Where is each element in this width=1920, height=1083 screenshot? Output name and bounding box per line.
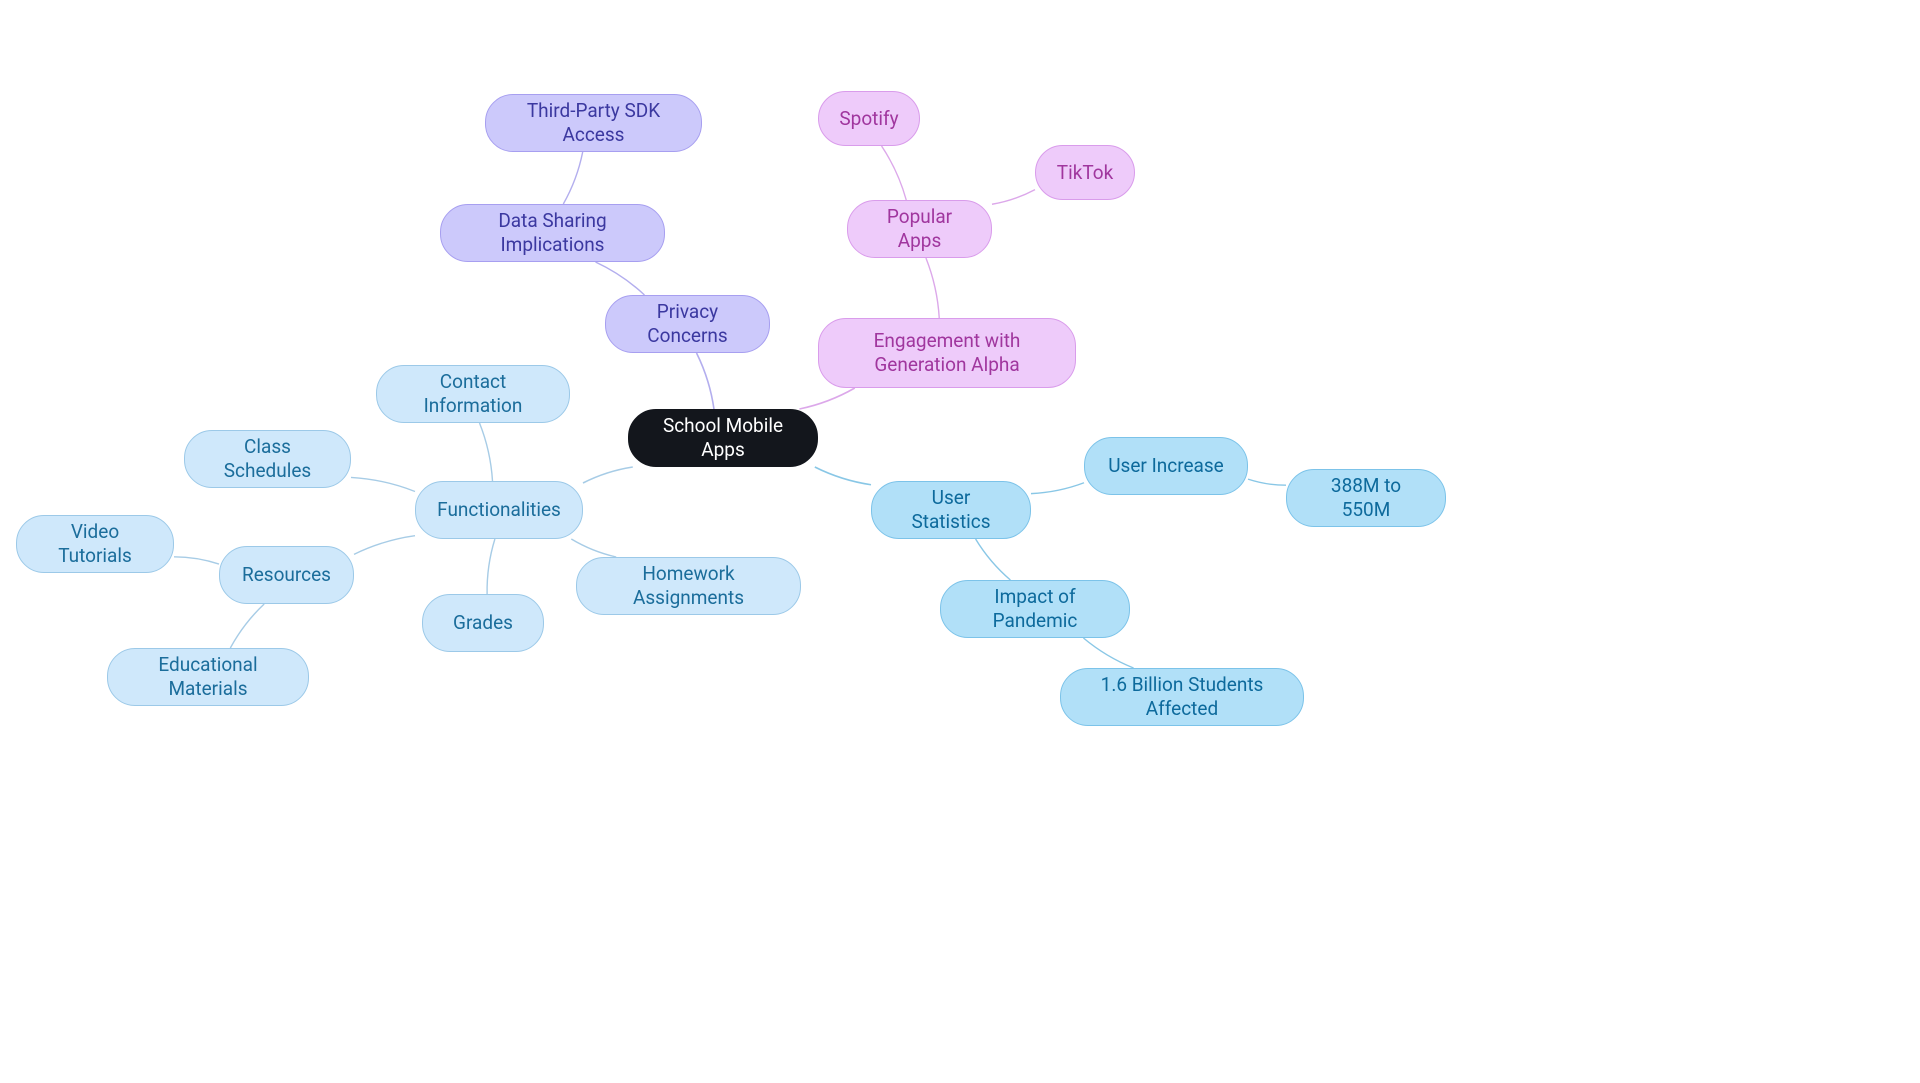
node-label: Privacy Concerns	[624, 300, 751, 348]
edge	[1248, 479, 1286, 485]
mindmap-node: Engagement with Generation Alpha	[818, 318, 1076, 388]
edge	[174, 557, 219, 564]
node-label: Grades	[453, 611, 513, 635]
node-label: User Increase	[1108, 454, 1224, 478]
mindmap-node: Impact of Pandemic	[940, 580, 1130, 638]
mindmap-node: Resources	[219, 546, 354, 604]
edge	[926, 258, 939, 318]
node-label: Educational Materials	[126, 653, 290, 701]
node-label: Spotify	[839, 107, 898, 131]
edge	[976, 539, 1011, 580]
mindmap-node: Class Schedules	[184, 430, 351, 488]
edge	[1083, 638, 1133, 668]
mindmap-node: User Statistics	[871, 481, 1031, 539]
node-label: 1.6 Billion Students Affected	[1079, 673, 1285, 721]
edge	[354, 536, 415, 555]
mindmap-node: Privacy Concerns	[605, 295, 770, 353]
edge	[596, 262, 645, 295]
edge	[563, 152, 582, 204]
mindmap-node: 1.6 Billion Students Affected	[1060, 668, 1304, 726]
node-label: User Statistics	[890, 486, 1012, 534]
mindmap-node: Spotify	[818, 91, 920, 146]
node-label: Contact Information	[395, 370, 551, 418]
node-label: Homework Assignments	[595, 562, 782, 610]
edge	[992, 190, 1035, 205]
edge	[351, 477, 415, 491]
mindmap-node: TikTok	[1035, 145, 1135, 200]
mindmap-node: Video Tutorials	[16, 515, 174, 573]
mindmap-node: 388M to 550M	[1286, 469, 1446, 527]
mindmap-node: Third-Party SDK Access	[485, 94, 702, 152]
mindmap-node: Grades	[422, 594, 544, 652]
mindmap-node: Homework Assignments	[576, 557, 801, 615]
mindmap-node: Functionalities	[415, 481, 583, 539]
node-label: School Mobile Apps	[647, 414, 799, 462]
mindmap-node: School Mobile Apps	[628, 409, 818, 467]
edge	[1031, 483, 1084, 494]
node-label: Class Schedules	[203, 435, 332, 483]
node-label: 388M to 550M	[1305, 474, 1427, 522]
edge	[571, 539, 616, 557]
node-label: Functionalities	[437, 498, 561, 522]
node-label: Data Sharing Implications	[459, 209, 646, 257]
edge	[480, 423, 493, 481]
mindmap-node: Contact Information	[376, 365, 570, 423]
node-label: Resources	[242, 563, 331, 587]
edge	[230, 604, 264, 648]
node-label: TikTok	[1057, 161, 1113, 185]
mindmap-node: Data Sharing Implications	[440, 204, 665, 262]
node-label: Popular Apps	[866, 205, 973, 253]
mindmap-node: Popular Apps	[847, 200, 992, 258]
edge	[583, 467, 633, 483]
mindmap-node: Educational Materials	[107, 648, 309, 706]
node-label: Third-Party SDK Access	[504, 99, 683, 147]
edge	[799, 388, 854, 409]
edge	[882, 146, 907, 200]
mindmap-canvas: School Mobile Apps Functionalities Contact…	[0, 0, 1920, 1083]
edge	[487, 539, 495, 594]
node-label: Engagement with Generation Alpha	[837, 329, 1057, 377]
node-label: Video Tutorials	[35, 520, 155, 568]
node-label: Impact of Pandemic	[959, 585, 1111, 633]
mindmap-node: User Increase	[1084, 437, 1248, 495]
edge	[697, 353, 714, 409]
edge	[815, 467, 871, 485]
edges-layer	[0, 0, 1920, 1083]
